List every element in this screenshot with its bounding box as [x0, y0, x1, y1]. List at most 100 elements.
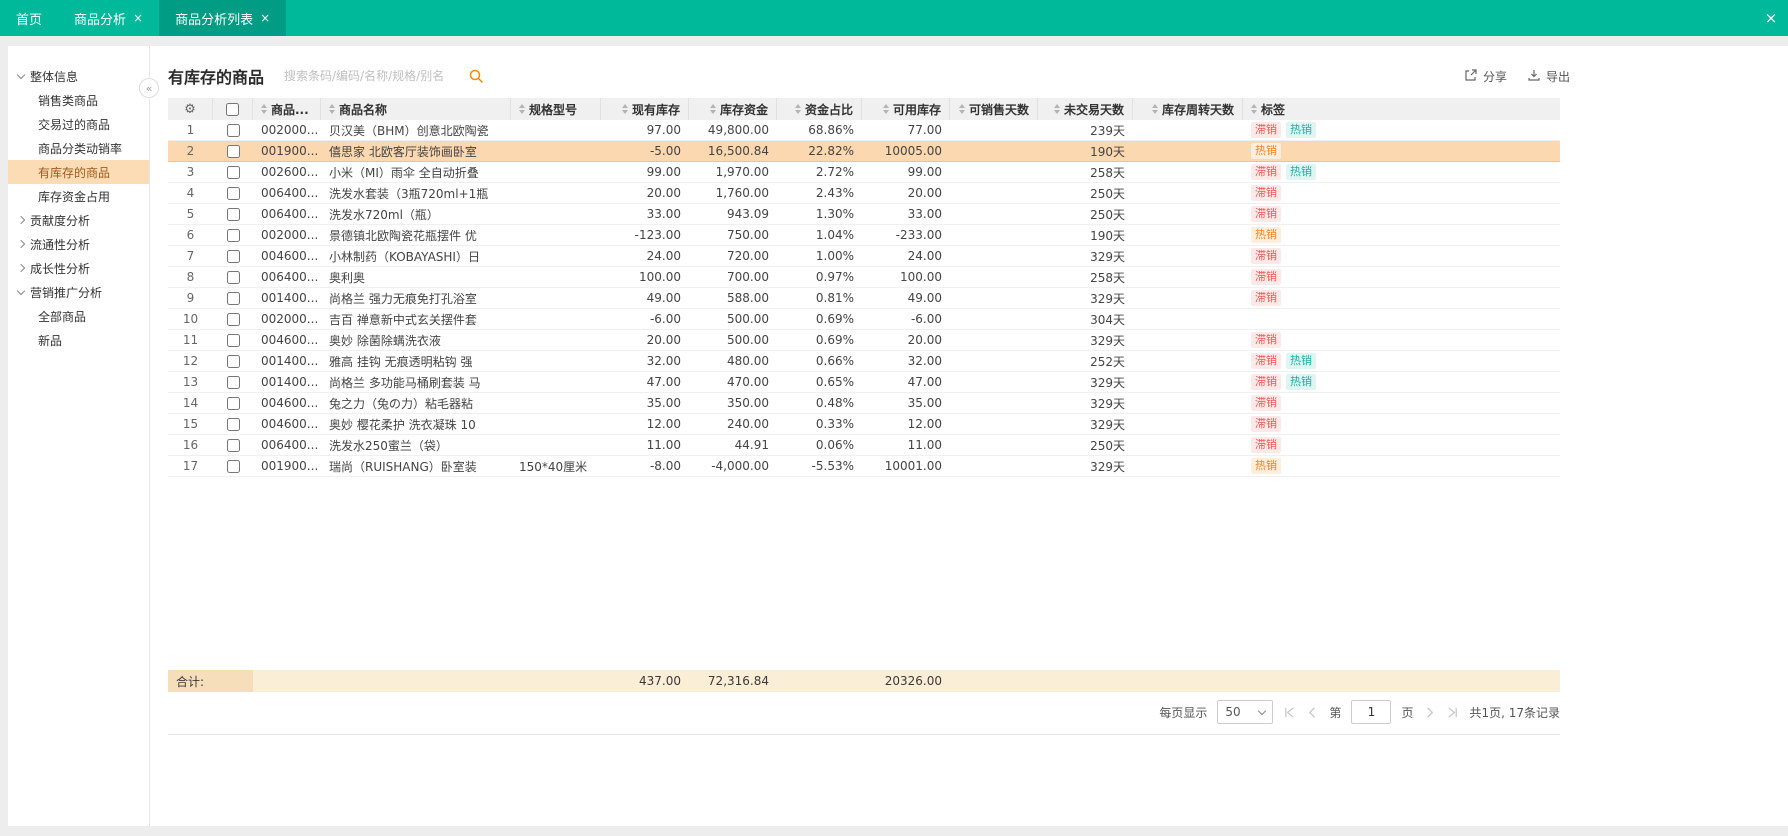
chevron-down-icon [16, 70, 26, 79]
sort-icon[interactable] [519, 104, 525, 114]
sort-icon[interactable] [621, 104, 628, 114]
sort-icon[interactable] [709, 104, 716, 114]
table-row[interactable]: 11 004600... 奥妙 除菌除螨洗衣液 20.00 500.00 0.69% 20.… [168, 330, 1560, 351]
sidebar-item[interactable]: 全部商品 [8, 304, 149, 328]
row-checkbox[interactable] [226, 333, 240, 347]
sidebar-item[interactable]: 流通性分析 [8, 232, 149, 256]
table-row[interactable]: 16 006400... 洗发水250蜜兰（袋） 11.00 44.91 0.06% 11.… [168, 435, 1560, 456]
row-checkbox[interactable] [226, 312, 240, 326]
row-checkbox[interactable] [226, 207, 240, 221]
table-row[interactable]: 12 001400... 雅高 挂钩 无痕透明粘钩 强 32.00 480.00 0.66… [168, 351, 1560, 372]
column-header-available[interactable]: 可用库存 [862, 98, 950, 120]
table-row[interactable]: 15 004600... 奥妙 樱花柔护 洗衣凝珠 10 12.00 240.00 0.3… [168, 414, 1560, 435]
sidebar-item[interactable]: 营销推广分析 [8, 280, 149, 304]
column-header-spec[interactable]: 规格型号 [511, 98, 601, 120]
sidebar-item[interactable]: 整体信息 [8, 64, 149, 88]
row-checkbox[interactable] [226, 396, 240, 410]
share-button[interactable]: 分享 [1464, 68, 1507, 85]
row-checkbox[interactable] [226, 438, 240, 452]
next-page-button[interactable] [1423, 706, 1436, 719]
sort-icon[interactable] [1053, 104, 1060, 114]
page-size-select[interactable]: 50 [1217, 700, 1274, 724]
page-number-input[interactable] [1351, 700, 1392, 724]
search-input[interactable] [284, 69, 463, 83]
row-checkbox[interactable] [226, 123, 240, 137]
table-row[interactable]: 14 004600... 兔之力（兔の力）粘毛器粘 35.00 350.00 0.48% 3… [168, 393, 1560, 414]
first-page-button[interactable] [1283, 706, 1296, 719]
sort-icon[interactable] [1251, 104, 1257, 114]
row-checkbox[interactable] [226, 144, 240, 158]
sidebar-item-label: 流通性分析 [30, 237, 91, 252]
sort-icon[interactable] [329, 104, 335, 114]
row-checkbox[interactable] [226, 228, 240, 242]
tab-close-icon[interactable]: × [133, 11, 144, 25]
sidebar-item[interactable]: 销售类商品 [8, 88, 149, 112]
row-checkbox[interactable] [226, 291, 240, 305]
close-icon[interactable]: × [1764, 9, 1778, 27]
column-header-funds[interactable]: 库存资金 [689, 98, 777, 120]
tab-home[interactable]: 首页 [0, 0, 58, 36]
export-button[interactable]: 导出 [1527, 68, 1570, 85]
tab-item-2[interactable]: 商品分析列表 × [159, 0, 287, 36]
cell-check [213, 204, 253, 224]
sidebar-item[interactable]: 交易过的商品 [8, 112, 149, 136]
table-row[interactable]: 1 002000... 贝汉美（BHM）创意北欧陶瓷 97.00 49,800.00 68… [168, 120, 1560, 141]
row-checkbox[interactable] [226, 249, 240, 263]
search-icon[interactable] [468, 68, 484, 84]
last-page-button[interactable] [1446, 706, 1459, 719]
row-checkbox[interactable] [226, 459, 240, 473]
table-row[interactable]: 5 006400... 洗发水720ml（瓶） 33.00 943.09 1.30% 33.… [168, 204, 1560, 225]
column-header-tags[interactable]: 标签 [1243, 98, 1560, 120]
row-checkbox[interactable] [226, 186, 240, 200]
table-row[interactable]: 9 001400... 尚格兰 强力无痕免打孔浴室 49.00 588.00 0.81% 4… [168, 288, 1560, 309]
select-all-checkbox[interactable] [226, 102, 239, 116]
tab-close-icon[interactable]: × [260, 11, 271, 25]
table-row[interactable]: 8 006400... 奥利奥 100.00 700.00 0.97% 100.00 258天… [168, 267, 1560, 288]
sidebar-item[interactable]: 贡献度分析 [8, 208, 149, 232]
row-checkbox[interactable] [226, 354, 240, 368]
cell-check [213, 393, 253, 413]
row-checkbox[interactable] [226, 417, 240, 431]
sidebar-item[interactable]: 成长性分析 [8, 256, 149, 280]
table-row[interactable]: 13 001400... 尚格兰 多功能马桶刷套装 马 47.00 470.00 0.65… [168, 372, 1560, 393]
sort-icon[interactable] [882, 104, 889, 114]
column-header-notrade[interactable]: 未交易天数 [1038, 98, 1133, 120]
sort-icon[interactable] [1151, 104, 1158, 114]
sidebar-item[interactable]: 新品 [8, 328, 149, 352]
column-header-name[interactable]: 商品名称 [321, 98, 511, 120]
row-checkbox[interactable] [226, 375, 240, 389]
column-header-code[interactable]: 商品... [253, 98, 321, 120]
sort-icon[interactable] [261, 104, 267, 114]
tab-item-1[interactable]: 商品分析 × [58, 0, 159, 36]
table-row[interactable]: 2 001900... 僖思家 北欧客厅装饰画卧室 -5.00 16,500.84 22.… [168, 141, 1560, 162]
table-row[interactable]: 7 004600... 小林制药（KOBAYASHI）日 24.00 720.00 1.0… [168, 246, 1560, 267]
cell-stock: 20.00 [646, 333, 681, 347]
sidebar-item[interactable]: 有库存的商品 [8, 160, 149, 184]
cell-tags: 热销 [1243, 456, 1560, 476]
cell-stock: 24.00 [646, 249, 681, 263]
table-row[interactable]: 3 002600... 小米（MI）雨伞 全自动折叠 99.00 1,970.00 2.7… [168, 162, 1560, 183]
cell-spec [511, 141, 601, 161]
table-row[interactable]: 6 002000... 景德镇北欧陶瓷花瓶摆件 优 -123.00 750.00 1.04… [168, 225, 1560, 246]
row-checkbox[interactable] [226, 270, 240, 284]
sort-icon[interactable] [794, 104, 801, 114]
table-row[interactable]: 17 001900... 瑞尚（RUISHANG）卧室装 150*40厘米 -8.00 -… [168, 456, 1560, 477]
sidebar-item[interactable]: 库存资金占用 [8, 184, 149, 208]
column-header-num[interactable]: ⚙ [168, 98, 213, 120]
sort-icon[interactable] [958, 104, 965, 114]
cell-num: 12 [182, 354, 199, 368]
gear-icon[interactable]: ⚙ [184, 101, 196, 117]
cell-turnover [1133, 456, 1243, 476]
table-row[interactable]: 4 006400... 洗发水套装（3瓶720ml+1瓶 20.00 1,760.00 2… [168, 183, 1560, 204]
cell-code: 001400... [261, 375, 319, 389]
table-row[interactable]: 10 002000... 吉百 禅意新中式玄关摆件套 -6.00 500.00 0.69%… [168, 309, 1560, 330]
row-checkbox[interactable] [226, 165, 240, 179]
column-header-stock[interactable]: 现有库存 [601, 98, 689, 120]
prev-page-button[interactable] [1306, 706, 1319, 719]
column-header-turnover[interactable]: 库存周转天数 [1133, 98, 1243, 120]
sidebar-collapse-button[interactable]: « [139, 78, 159, 98]
cell-notrade: 329天 [1090, 375, 1125, 390]
column-header-ratio[interactable]: 资金占比 [777, 98, 862, 120]
sidebar-item[interactable]: 商品分类动销率 [8, 136, 149, 160]
column-header-sellable[interactable]: 可销售天数 [950, 98, 1038, 120]
